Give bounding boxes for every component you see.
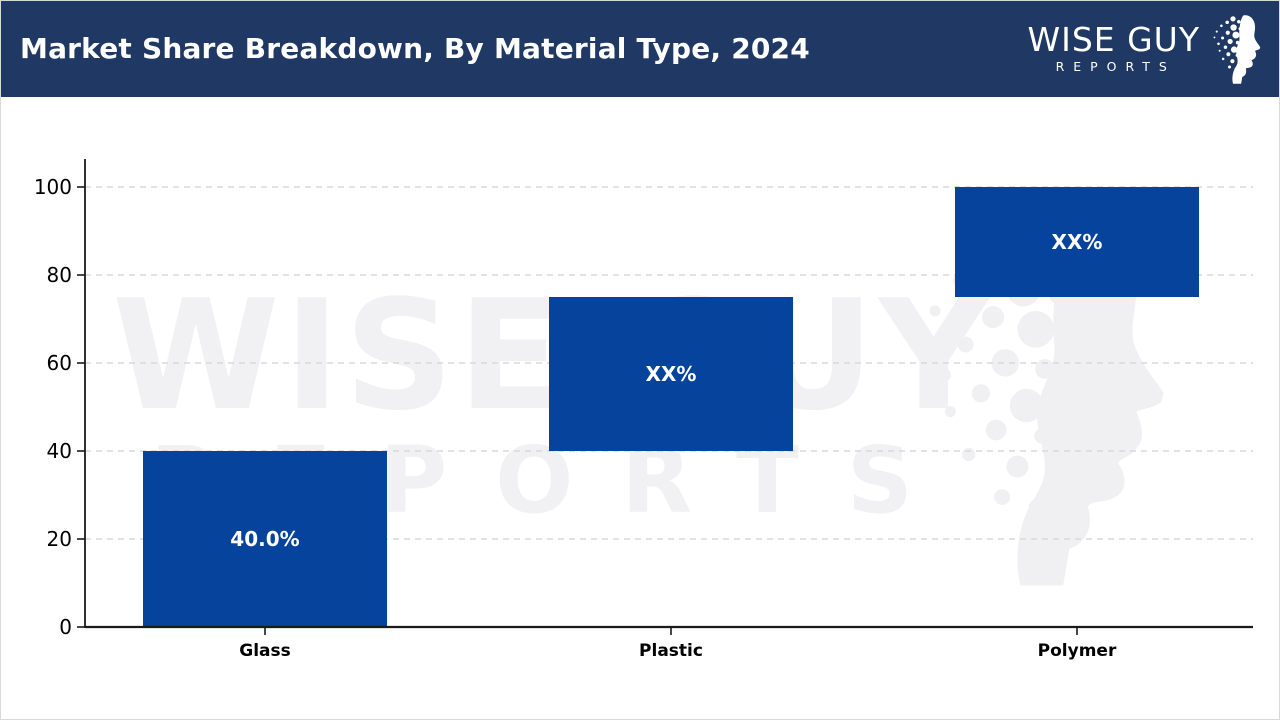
axes <box>77 159 1253 635</box>
bar-glass <box>143 451 387 627</box>
bar-value-label: 40.0% <box>230 527 299 551</box>
bar-plastic <box>549 297 793 451</box>
bar-value-label: XX% <box>1052 230 1103 254</box>
logo-wordmark: WISE GUY <box>1027 19 1200 59</box>
y-tick-label: 40 <box>47 439 72 463</box>
header-bar: Market Share Breakdown, By Material Type… <box>0 0 1280 97</box>
x-tick-label: Glass <box>239 641 291 661</box>
x-tick-label: Plastic <box>639 641 703 661</box>
bars: 40.0% XX% XX% <box>143 187 1199 627</box>
y-tick-label: 60 <box>47 351 72 375</box>
logo-head-icon <box>1204 10 1262 88</box>
logo-text: WISE GUY REPORTS <box>1027 19 1200 75</box>
waterfall-bar-chart: 40.0% XX% XX% 0 20 40 60 80 100 Glass Plastic Poly… <box>34 159 1253 661</box>
logo-subtext: REPORTS <box>1055 59 1176 75</box>
y-tick-label: 20 <box>47 527 72 551</box>
y-tick-label: 80 <box>47 263 72 287</box>
axis-labels: 0 20 40 60 80 100 Glass Plastic Polymer <box>34 175 1117 661</box>
y-tick-label: 100 <box>34 175 72 199</box>
x-tick-label: Polymer <box>1038 641 1117 661</box>
page-title: Market Share Breakdown, By Material Type… <box>20 32 810 65</box>
wise-guy-reports-logo: WISE GUY REPORTS <box>1027 10 1262 88</box>
y-tick-label: 0 <box>59 615 72 639</box>
bar-value-label: XX% <box>646 362 697 386</box>
